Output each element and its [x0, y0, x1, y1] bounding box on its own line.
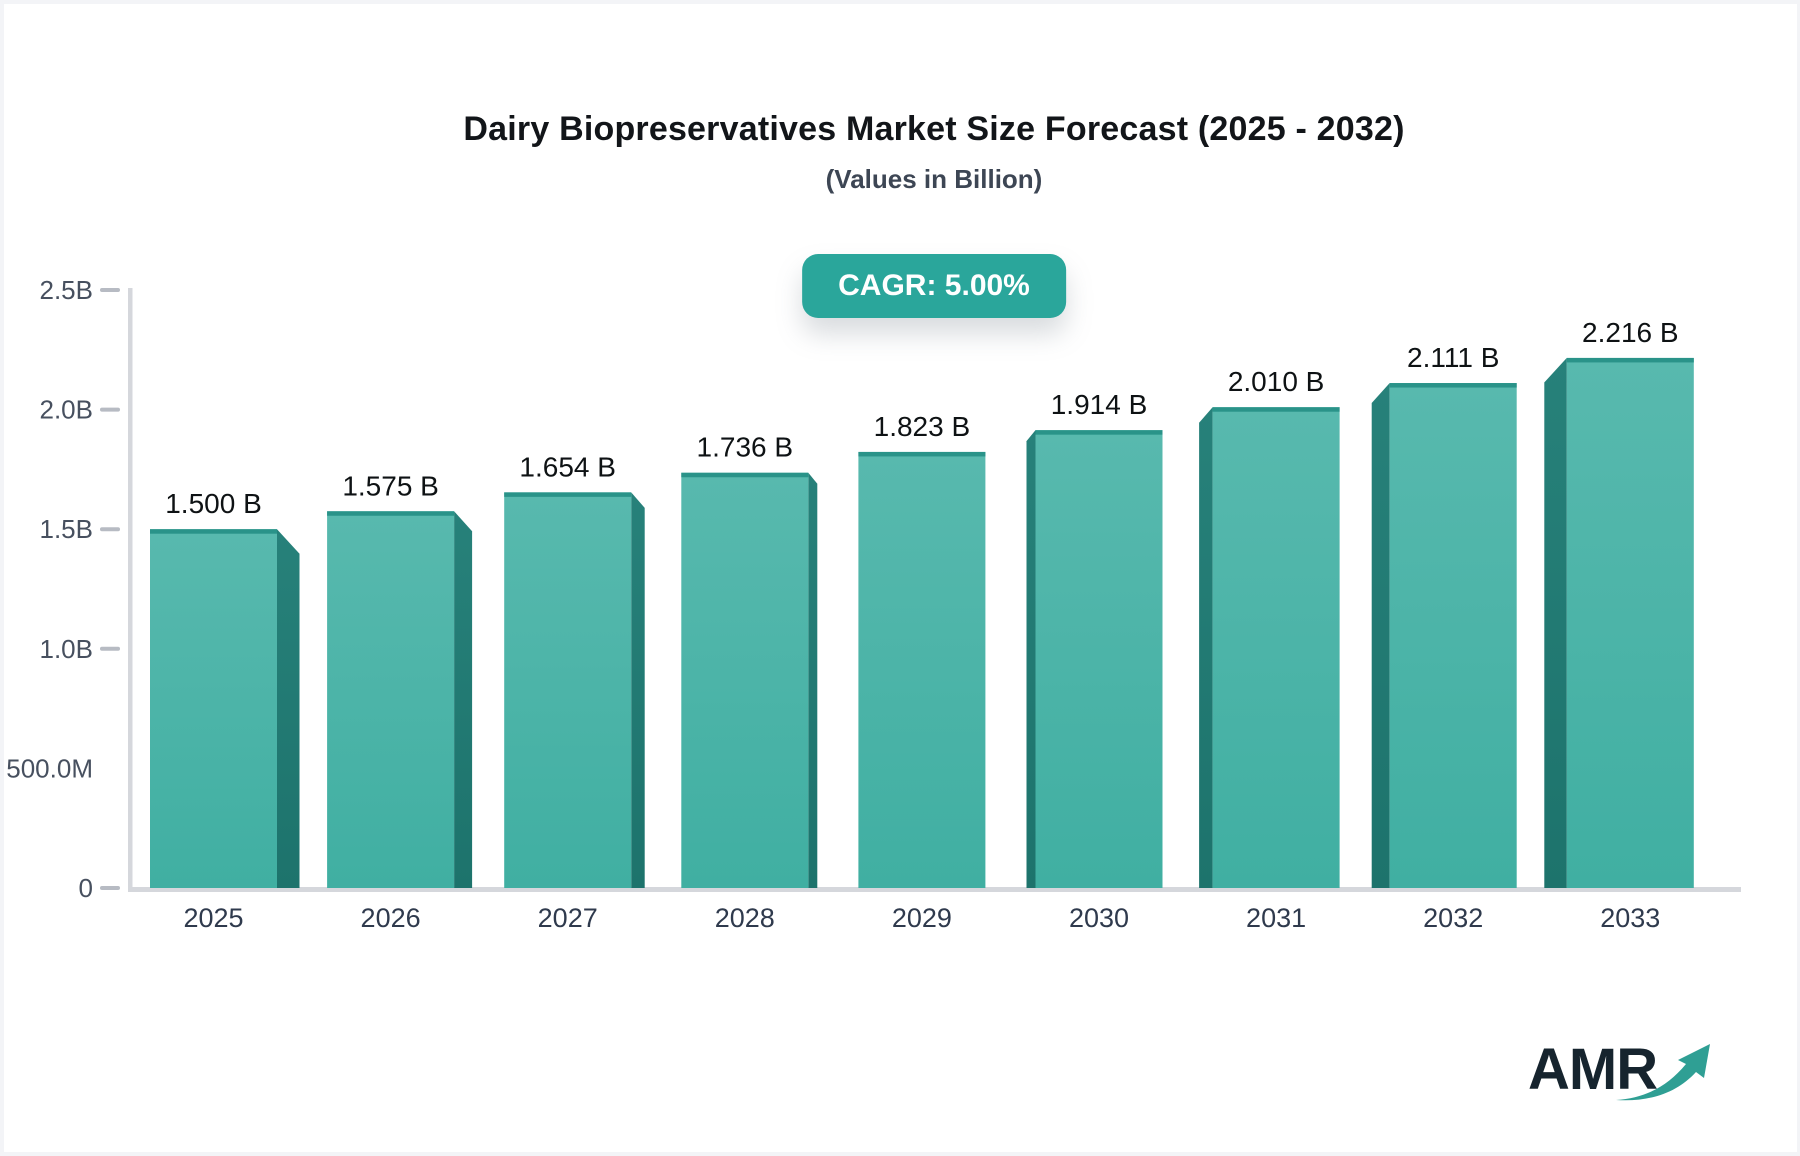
cagr-badge: CAGR: 5.00%: [802, 254, 1066, 318]
bar-front-face: [1035, 430, 1163, 888]
x-axis-label: 2028: [715, 903, 775, 933]
x-axis-label: 2027: [538, 903, 598, 933]
bar-2029: 1.823 B 2029: [858, 411, 986, 933]
bar-side-face: [631, 492, 645, 888]
chart-title: Dairy Biopreservatives Market Size Forec…: [463, 110, 1405, 148]
x-axis-label: 2025: [183, 903, 243, 933]
chart-subtitle: (Values in Billion): [825, 164, 1043, 194]
x-axis-label: 2033: [1600, 903, 1660, 933]
x-axis-label: 2029: [892, 903, 952, 933]
bar-side-face: [1199, 407, 1213, 888]
bar-2028: 1.736 B 2028: [681, 432, 818, 933]
bar-top-edge: [681, 472, 809, 478]
x-axis-label: 2032: [1423, 903, 1483, 933]
bar-value-label: 1.575 B: [342, 470, 439, 501]
bar-top-edge: [1212, 407, 1340, 412]
bars: 1.500 B 2025 1.575 B 2026 1.654 B 2027 1.736 B…: [150, 317, 1694, 933]
bar-top-edge: [1035, 430, 1163, 435]
y-axis-label: 500.0M: [6, 753, 93, 783]
x-axis-line: [128, 887, 1741, 892]
brand-logo: AMR: [1528, 1036, 1728, 1116]
bar-value-label: 1.500 B: [165, 488, 262, 519]
y-axis-tick: [100, 407, 120, 412]
bar-2031: 2.010 B 2031: [1199, 366, 1340, 933]
bar-side-face: [277, 529, 300, 888]
bar-top-edge: [327, 511, 455, 516]
y-axis-label: 1.5B: [40, 514, 94, 544]
y-axis-label: 0: [79, 873, 93, 903]
x-axis-label: 2026: [361, 903, 421, 933]
bar-front-face: [858, 451, 986, 888]
y-axis-tick: [100, 886, 120, 890]
bar-value-label: 1.914 B: [1051, 389, 1148, 420]
bar-2026: 1.575 B 2026: [327, 470, 473, 933]
bar-top-edge: [1389, 383, 1517, 388]
bar-front-face: [504, 492, 632, 888]
bar-front-face: [681, 472, 809, 888]
y-axis-line: [128, 288, 133, 892]
x-axis-label: 2030: [1069, 903, 1129, 933]
bar-front-face: [1389, 383, 1517, 888]
bar-top-edge: [504, 492, 632, 497]
bar-2032: 2.111 B 2032: [1371, 342, 1517, 933]
y-axis-label: 2.0B: [40, 395, 94, 425]
y-axis-label: 1.0B: [40, 634, 94, 664]
bar-top-edge: [150, 529, 277, 534]
bar-value-label: 2.111 B: [1407, 342, 1499, 373]
bar-side-face: [1371, 383, 1390, 888]
bar-front-face: [1212, 407, 1340, 888]
bar-side-face: [1026, 430, 1036, 888]
y-axis-tick: [100, 527, 120, 532]
bar-value-label: 2.216 B: [1582, 317, 1679, 348]
bar-side-face: [1544, 357, 1567, 888]
growth-arrow-icon: [1616, 1044, 1710, 1101]
bar-front-face: [1566, 357, 1694, 888]
y-axis-label: 2.5B: [40, 275, 94, 305]
bar-side-face: [808, 472, 818, 888]
bar-value-label: 1.654 B: [519, 451, 616, 482]
bar-value-label: 1.736 B: [697, 432, 794, 463]
y-axis-tick: [100, 646, 120, 651]
brand-logo-text: AMR: [1528, 1037, 1658, 1102]
y-axis-tick: [100, 288, 120, 292]
x-axis-label: 2031: [1246, 903, 1306, 933]
bar-2025: 1.500 B 2025: [150, 488, 300, 933]
bar-value-label: 1.823 B: [874, 411, 971, 442]
bar-2027: 1.654 B 2027: [504, 451, 645, 933]
bar-top-edge: [1566, 357, 1694, 363]
bar-side-face: [454, 511, 473, 888]
bar-2033: 2.216 B 2033: [1544, 317, 1694, 933]
axes: 2.5B 2.0B 1.5B 1.0B 500.0M 0: [6, 275, 1741, 903]
bar-value-label: 2.010 B: [1228, 366, 1325, 397]
bar-top-edge: [858, 451, 986, 457]
bar-front-face: [150, 529, 277, 888]
bar-2030: 1.914 B 2030: [1026, 389, 1163, 933]
bar-front-face: [327, 511, 455, 888]
